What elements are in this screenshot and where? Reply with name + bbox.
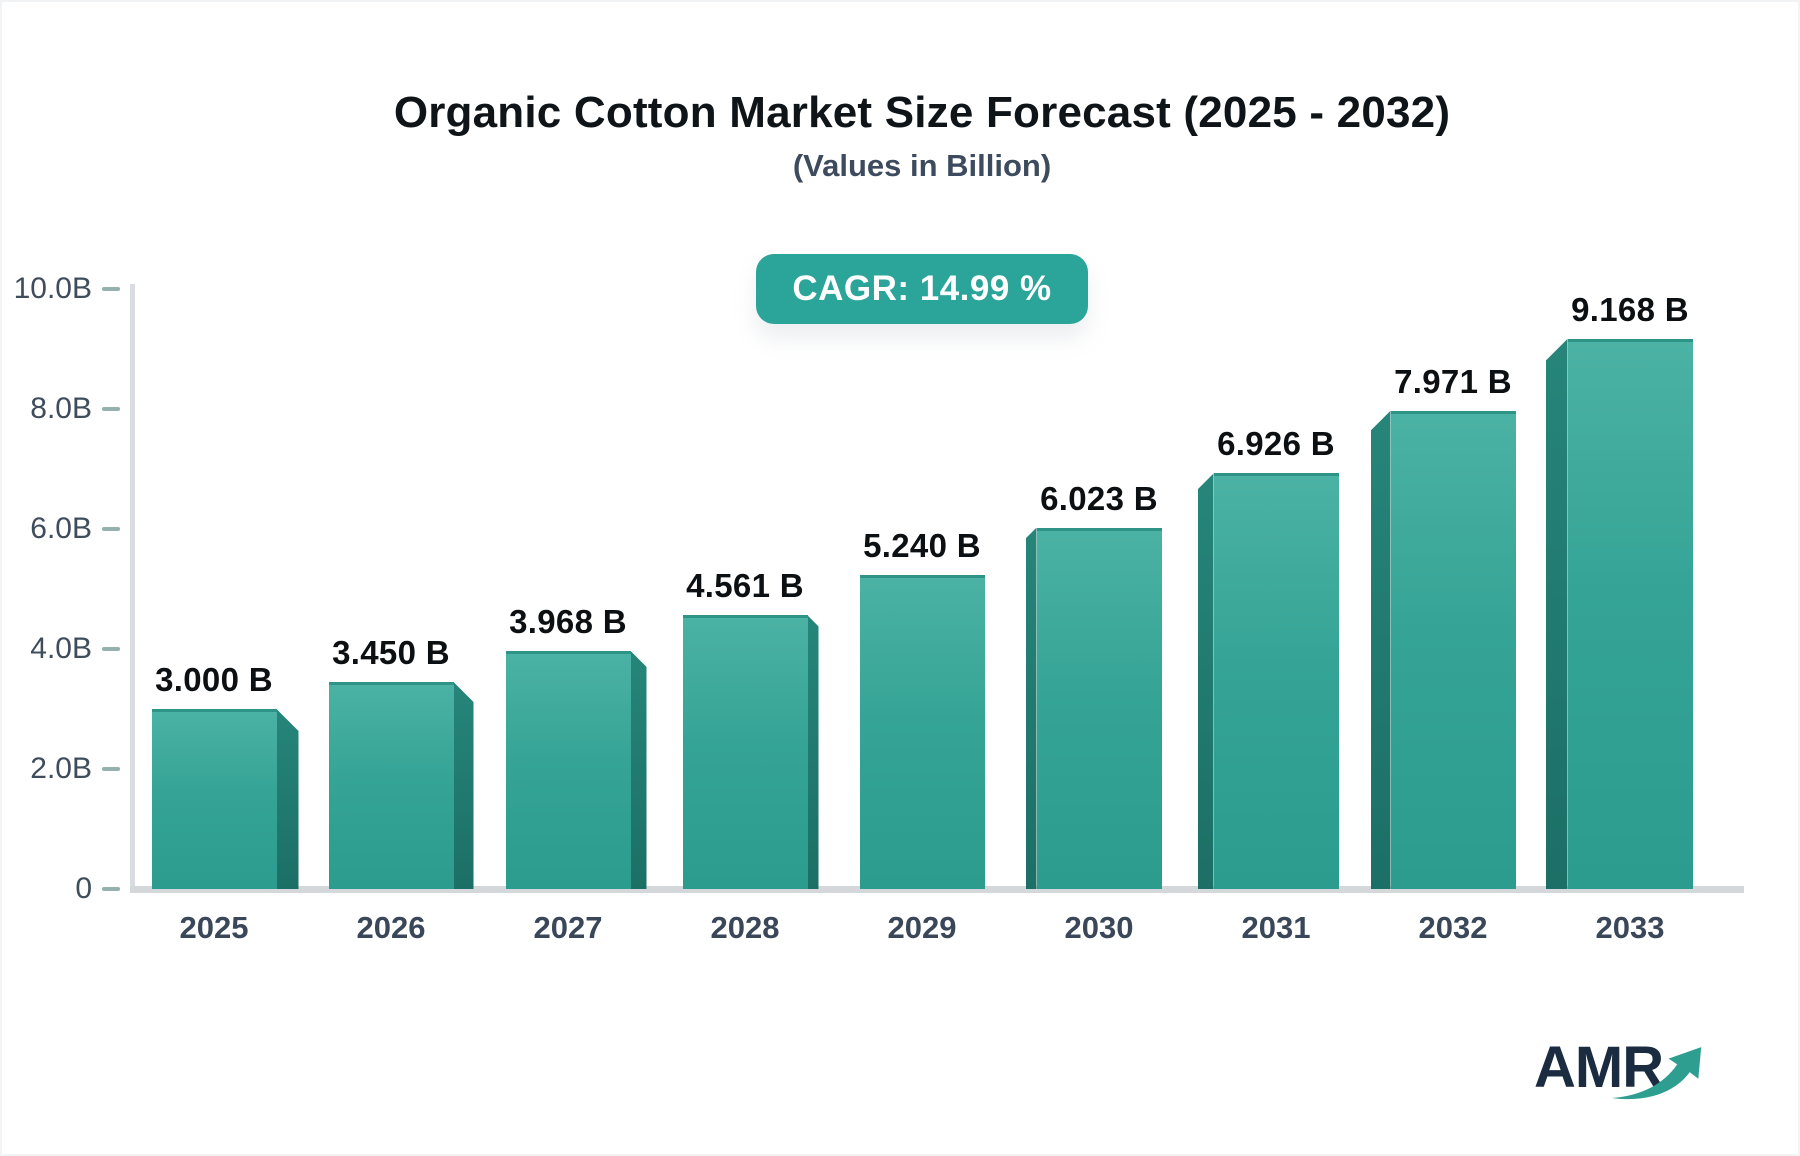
y-axis-tick	[102, 407, 120, 411]
y-tick-label: 8.0B	[30, 392, 92, 425]
amr-logo-text: AMR	[1534, 1035, 1664, 1100]
bar-side-face	[1545, 338, 1568, 889]
amr-logo: AMR	[1534, 1037, 1714, 1109]
y-tick-label: 4.0B	[30, 632, 92, 665]
y-axis-tick	[102, 647, 120, 651]
bar[interactable]	[1567, 338, 1693, 889]
trend-arrow-icon	[1611, 1047, 1702, 1100]
x-tick-label: 2028	[710, 910, 780, 945]
x-tick-label: 2030	[1064, 910, 1134, 945]
bar-value-label: 3.450 B	[332, 634, 450, 671]
y-tick-label: 2.0B	[30, 752, 92, 785]
x-tick-label: 2033	[1595, 910, 1665, 945]
bar[interactable]	[328, 682, 454, 889]
bar-side-face	[453, 682, 474, 889]
bar[interactable]	[151, 709, 277, 889]
bar-value-label: 6.926 B	[1217, 425, 1335, 463]
bar-side-face	[1025, 527, 1037, 889]
bar-value-label: 9.168 B	[1571, 290, 1689, 328]
bar-side-face	[630, 650, 647, 889]
x-tick-label: 2029	[887, 910, 957, 945]
chart-subtitle: (Values in Billion)	[792, 148, 1052, 183]
y-axis-tick	[102, 287, 120, 291]
bar[interactable]	[1390, 410, 1516, 889]
bar[interactable]	[859, 574, 985, 889]
y-tick-label: 6.0B	[30, 512, 92, 545]
bar[interactable]	[682, 615, 808, 889]
x-tick-label: 2025	[179, 910, 249, 945]
bar-value-label: 3.000 B	[155, 661, 273, 698]
bar-side-face	[276, 709, 299, 889]
bar[interactable]	[1213, 473, 1339, 889]
x-tick-label: 2032	[1418, 910, 1488, 945]
x-tick-label: 2026	[356, 910, 426, 945]
y-axis-tick	[102, 767, 120, 771]
bar-side-face	[1370, 410, 1391, 889]
bar-side-face	[807, 615, 819, 889]
y-tick-label: 10.0B	[13, 272, 92, 305]
bar-value-label: 6.023 B	[1040, 479, 1158, 517]
y-tick-label: 0	[75, 872, 92, 905]
cagr-badge: CAGR: 14.99 %	[756, 254, 1088, 324]
chart-title: Organic Cotton Market Size Forecast (202…	[393, 88, 1451, 137]
chart-header: Organic Cotton Market Size Forecast (202…	[100, 2, 1744, 324]
y-axis-tick	[102, 887, 120, 891]
x-axis-line	[130, 886, 1744, 893]
bar-value-label: 3.968 B	[509, 602, 627, 640]
bar[interactable]	[505, 650, 631, 889]
bar[interactable]	[1036, 527, 1162, 889]
bar-value-label: 7.971 B	[1394, 362, 1512, 400]
x-tick-label: 2031	[1241, 910, 1311, 945]
bar-value-label: 4.561 B	[686, 567, 804, 605]
y-axis-tick	[102, 527, 120, 531]
bar-value-label: 5.240 B	[863, 526, 981, 564]
bar-side-face	[1197, 473, 1214, 889]
x-tick-label: 2027	[533, 910, 603, 945]
y-axis-line	[130, 284, 135, 892]
